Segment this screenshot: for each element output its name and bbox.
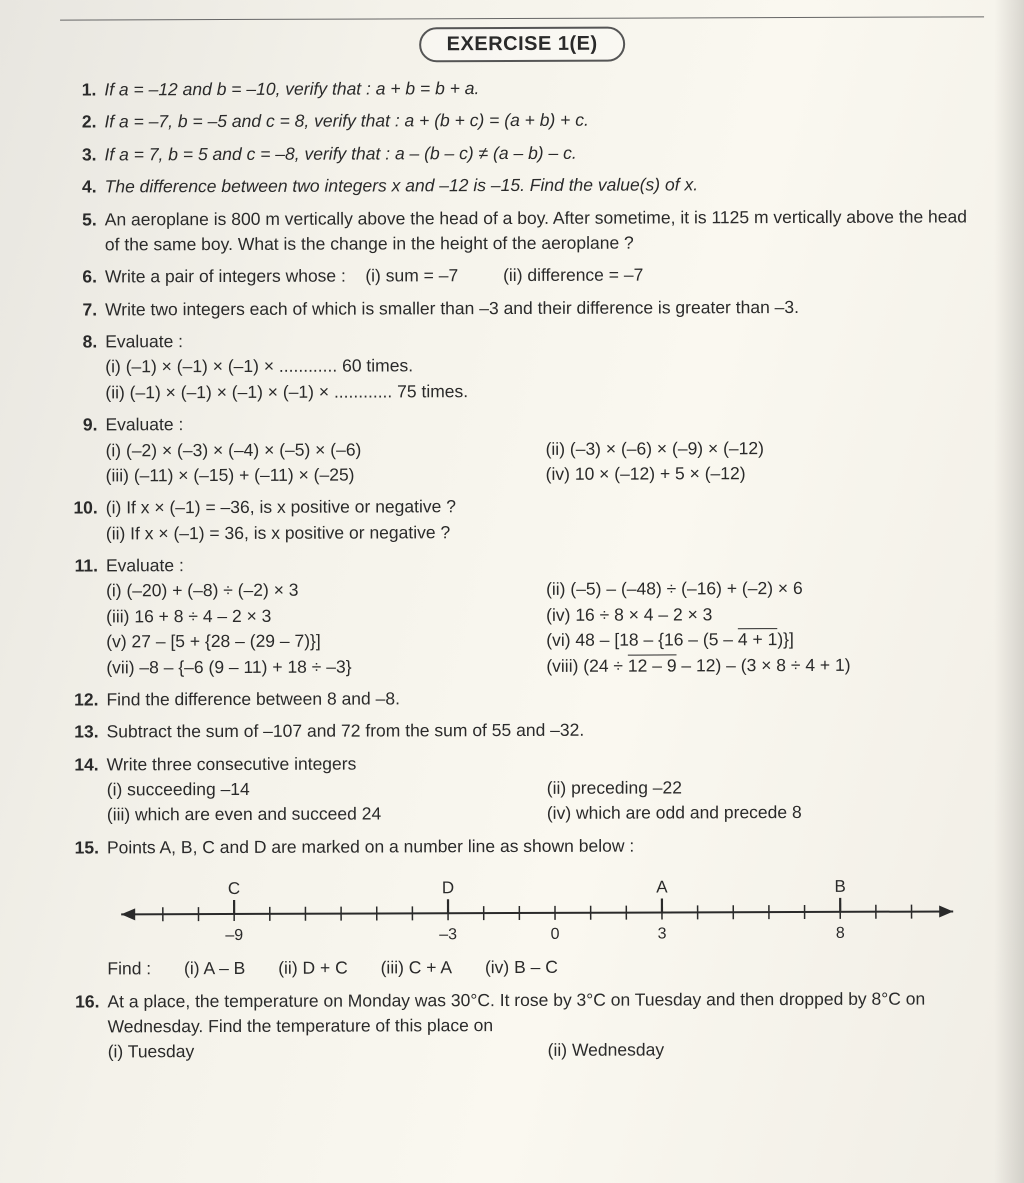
q10: (i) If x × (–1) = –36, is x positive or … <box>62 493 986 547</box>
q11-iv: (iv) 16 ÷ 8 × 4 – 2 × 3 <box>546 601 986 628</box>
q15-i: (i) A – B <box>184 958 245 978</box>
q11-viii-a: (viii) (24 ÷ <box>546 655 628 675</box>
q14-ii: (ii) preceding –22 <box>547 774 987 801</box>
q3-text: If a = 7, b = 5 and c = –8, verify that … <box>105 143 577 165</box>
q8-lead: Evaluate : <box>105 326 985 354</box>
svg-text:–3: –3 <box>439 926 457 943</box>
q15: Points A, B, C and D are marked on a num… <box>63 832 988 982</box>
q4: The difference between two integers x an… <box>61 171 985 200</box>
svg-text:0: 0 <box>551 926 560 943</box>
q4-text: The difference between two integers x an… <box>105 174 698 196</box>
q14-iii: (iii) which are even and succeed 24 <box>107 801 547 828</box>
q14-i: (i) succeeding –14 <box>107 776 547 803</box>
q8-i: (i) (–1) × (–1) × (–1) × ............ 60… <box>105 352 985 380</box>
svg-text:C: C <box>228 879 240 898</box>
q16: At a place, the temperature on Monday wa… <box>63 986 987 1065</box>
svg-text:3: 3 <box>658 926 667 943</box>
q2: If a = –7, b = –5 and c = 8, verify that… <box>60 107 984 136</box>
svg-text:B: B <box>834 877 845 896</box>
q16-i: (i) Tuesday <box>108 1038 548 1065</box>
q9: Evaluate : (i) (–2) × (–3) × (–4) × (–5)… <box>61 409 985 488</box>
q11-v: (v) 27 – [5 + {28 – (29 – 7)}] <box>106 628 546 655</box>
q13: Subtract the sum of –107 and 72 from the… <box>63 717 987 746</box>
q14-lead: Write three consecutive integers <box>107 749 987 777</box>
q10-i: (i) If x × (–1) = –36, is x positive or … <box>106 493 986 521</box>
q11-vi-a: (vi) 48 – [18 – {16 – (5 – <box>546 629 738 650</box>
q11-vi-b: )}] <box>777 629 794 649</box>
top-rule <box>60 16 984 20</box>
q9-iv: (iv) 10 × (–12) + 5 × (–12) <box>546 460 986 487</box>
exercise-badge: EXERCISE 1(E) <box>419 27 626 63</box>
q15-find-lead: Find : <box>107 958 151 978</box>
q10-ii: (ii) If x × (–1) = 36, is x positive or … <box>106 518 986 546</box>
q13-text: Subtract the sum of –107 and 72 from the… <box>107 720 585 742</box>
q16-lead: At a place, the temperature on Monday wa… <box>107 986 987 1040</box>
q11-viii: (viii) (24 ÷ 12 – 9 – 12) – (3 × 8 ÷ 4 +… <box>546 652 986 679</box>
q11-viii-ov: 12 – 9 <box>628 655 677 675</box>
q8: Evaluate : (i) (–1) × (–1) × (–1) × ....… <box>61 326 985 405</box>
q7-text: Write two integers each of which is smal… <box>105 297 799 319</box>
q9-ii: (ii) (–3) × (–6) × (–9) × (–12) <box>546 435 986 462</box>
svg-text:–9: –9 <box>225 927 243 944</box>
q11-lead: Evaluate : <box>106 550 986 578</box>
question-list: If a = –12 and b = –10, verify that : a … <box>60 74 987 1065</box>
q9-iii: (iii) (–11) × (–15) + (–11) × (–25) <box>106 462 546 489</box>
q12-text: Find the difference between 8 and –8. <box>106 688 400 709</box>
q6-i: (i) sum = –7 <box>365 265 458 285</box>
q3: If a = 7, b = 5 and c = –8, verify that … <box>60 139 984 168</box>
q15-find: Find : (i) A – B (ii) D + C (iii) C + A … <box>107 953 987 981</box>
q9-i: (i) (–2) × (–3) × (–4) × (–5) × (–6) <box>106 436 546 463</box>
q7: Write two integers each of which is smal… <box>61 294 985 323</box>
q15-lead: Points A, B, C and D are marked on a num… <box>107 832 987 860</box>
q11-ii: (ii) (–5) – (–48) ÷ (–16) + (–2) × 6 <box>546 576 986 603</box>
q1-text: If a = –12 and b = –10, verify that : a … <box>104 78 479 99</box>
q15-ii: (ii) D + C <box>278 958 348 978</box>
q11-vi: (vi) 48 – [18 – {16 – (5 – 4 + 1)}] <box>546 626 986 653</box>
q5-text: An aeroplane is 800 m vertically above t… <box>105 206 967 254</box>
number-line: C D A B –9 –3 0 3 8 <box>107 867 987 950</box>
q2-text: If a = –7, b = –5 and c = 8, verify that… <box>104 110 589 132</box>
number-line-svg: C D A B –9 –3 0 3 8 <box>107 868 967 951</box>
q14: Write three consecutive integers (i) suc… <box>63 749 987 828</box>
q11-vi-ov: 4 + 1 <box>738 629 777 649</box>
q9-lead: Evaluate : <box>105 409 985 437</box>
svg-text:A: A <box>656 878 668 897</box>
q5: An aeroplane is 800 m vertically above t… <box>61 204 985 258</box>
q11-iii: (iii) 16 + 8 ÷ 4 – 2 × 3 <box>106 603 546 630</box>
q8-ii: (ii) (–1) × (–1) × (–1) × (–1) × .......… <box>105 377 985 405</box>
q11-vii: (vii) –8 – {–6 (9 – 11) + 18 ÷ –3} <box>106 653 546 680</box>
q6-lead: Write a pair of integers whose : <box>105 266 346 287</box>
q6: Write a pair of integers whose : (i) sum… <box>61 262 985 291</box>
q14-iv: (iv) which are odd and precede 8 <box>547 800 987 827</box>
q11-viii-b: – 12) – (3 × 8 ÷ 4 + 1) <box>677 654 851 675</box>
q16-ii: (ii) Wednesday <box>548 1037 988 1064</box>
q1: If a = –12 and b = –10, verify that : a … <box>60 74 984 103</box>
q15-iii: (iii) C + A <box>381 957 453 977</box>
q12: Find the difference between 8 and –8. <box>62 684 986 713</box>
svg-text:D: D <box>442 878 454 897</box>
q15-iv: (iv) B – C <box>485 957 558 977</box>
q11-i: (i) (–20) + (–8) ÷ (–2) × 3 <box>106 577 546 604</box>
svg-text:8: 8 <box>836 925 845 942</box>
q11: Evaluate : (i) (–20) + (–8) ÷ (–2) × 3 (… <box>62 550 986 680</box>
q6-ii: (ii) difference = –7 <box>503 265 643 285</box>
